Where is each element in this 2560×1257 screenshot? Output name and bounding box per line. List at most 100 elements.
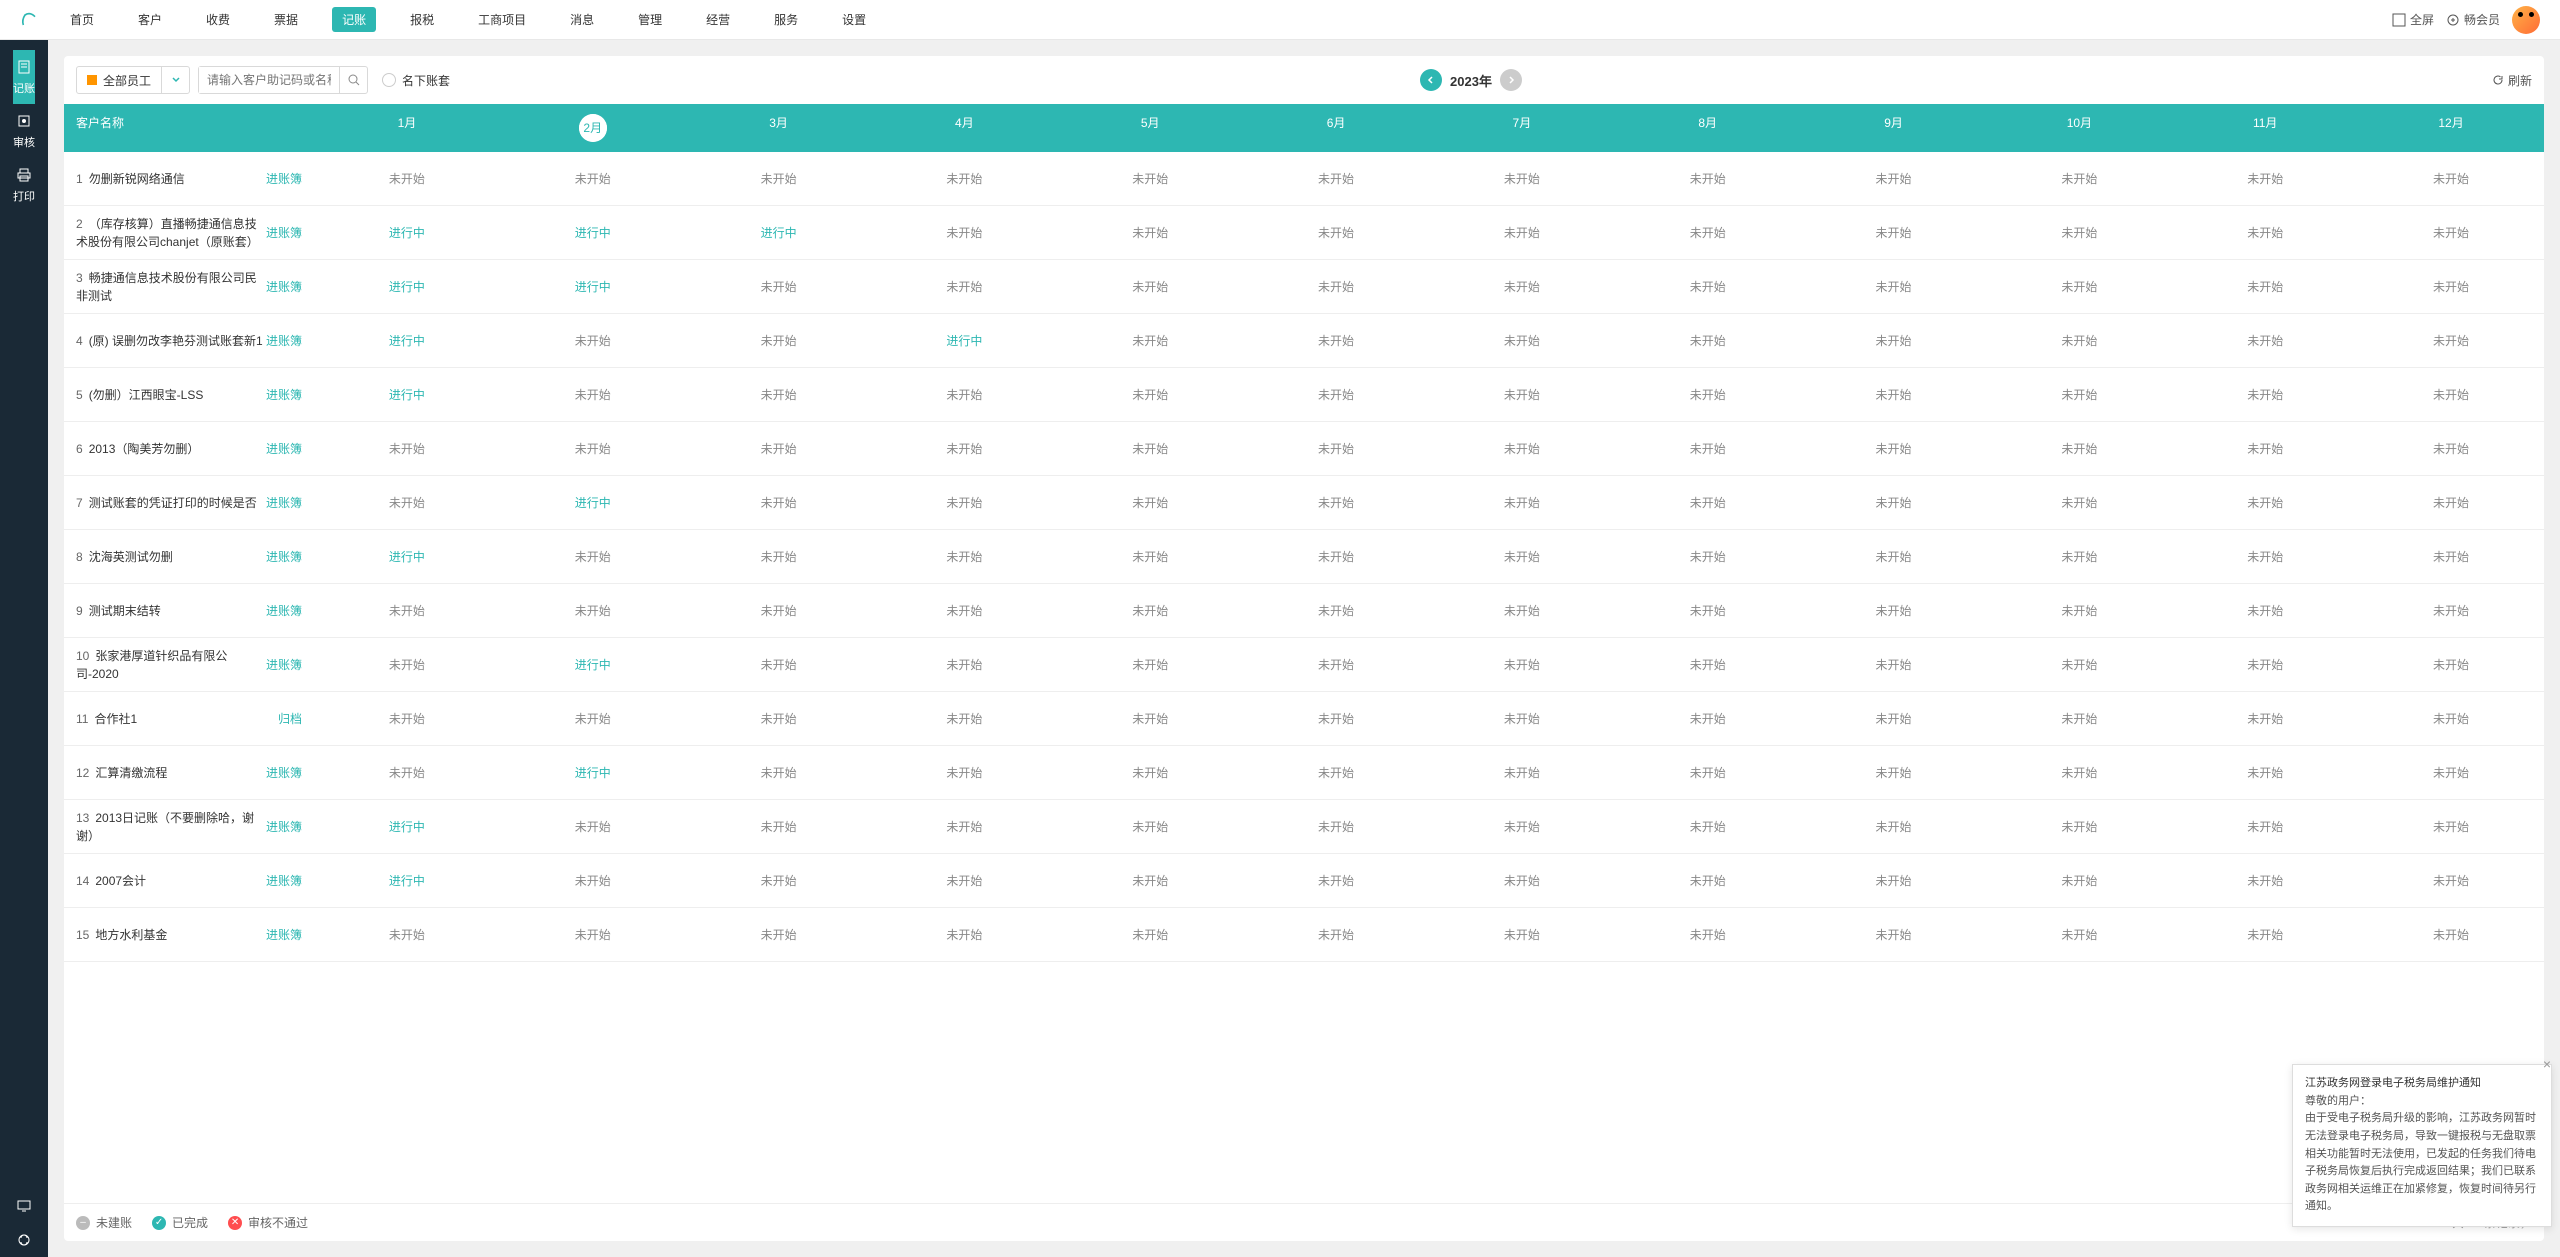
status-cell[interactable]: 未开始	[2358, 376, 2544, 413]
status-cell[interactable]: 未开始	[871, 592, 1057, 629]
status-cell[interactable]: 未开始	[871, 484, 1057, 521]
status-cell[interactable]: 未开始	[500, 808, 686, 845]
status-cell[interactable]: 未开始	[871, 808, 1057, 845]
ledger-link[interactable]: 进账簿	[266, 332, 302, 349]
status-cell[interactable]: 未开始	[1429, 754, 1615, 791]
status-cell[interactable]: 未开始	[1057, 700, 1243, 737]
status-cell[interactable]: 未开始	[2172, 430, 2358, 467]
status-cell[interactable]: 未开始	[686, 700, 872, 737]
status-cell[interactable]: 未开始	[1057, 916, 1243, 953]
status-cell[interactable]: 未开始	[1801, 700, 1987, 737]
status-cell[interactable]: 未开始	[1986, 484, 2172, 521]
status-cell[interactable]: 未开始	[686, 754, 872, 791]
status-cell[interactable]: 未开始	[1429, 484, 1615, 521]
status-cell[interactable]: 未开始	[1615, 376, 1801, 413]
status-cell[interactable]: 未开始	[1243, 376, 1429, 413]
status-cell[interactable]: 未开始	[2172, 376, 2358, 413]
status-cell[interactable]: 未开始	[2358, 430, 2544, 467]
status-cell[interactable]: 进行中	[500, 646, 686, 683]
status-cell[interactable]: 未开始	[1615, 268, 1801, 305]
col-header-month-1[interactable]: 1月	[314, 104, 500, 152]
ledger-link[interactable]: 进账簿	[266, 494, 302, 511]
search-input[interactable]	[199, 67, 339, 93]
status-cell[interactable]: 未开始	[1801, 862, 1987, 899]
status-cell[interactable]: 未开始	[1801, 268, 1987, 305]
status-cell[interactable]: 未开始	[2358, 322, 2544, 359]
side-support-icon[interactable]	[0, 1223, 48, 1257]
status-cell[interactable]: 未开始	[1429, 160, 1615, 197]
status-cell[interactable]: 未开始	[1986, 646, 2172, 683]
status-cell[interactable]: 进行中	[314, 268, 500, 305]
status-cell[interactable]: 未开始	[1801, 808, 1987, 845]
status-cell[interactable]: 未开始	[2358, 484, 2544, 521]
status-cell[interactable]: 未开始	[1057, 160, 1243, 197]
status-cell[interactable]: 未开始	[1057, 646, 1243, 683]
status-cell[interactable]: 未开始	[1801, 214, 1987, 251]
ledger-link[interactable]: 进账簿	[266, 602, 302, 619]
status-cell[interactable]: 未开始	[686, 592, 872, 629]
status-cell[interactable]: 未开始	[686, 808, 872, 845]
status-cell[interactable]: 未开始	[1615, 916, 1801, 953]
status-cell[interactable]: 未开始	[1986, 700, 2172, 737]
nav-item-4[interactable]: 记账	[332, 7, 376, 32]
status-cell[interactable]: 未开始	[2358, 268, 2544, 305]
status-cell[interactable]: 未开始	[871, 700, 1057, 737]
status-cell[interactable]: 未开始	[2172, 484, 2358, 521]
year-prev-button[interactable]	[1420, 69, 1442, 91]
status-cell[interactable]: 未开始	[2358, 808, 2544, 845]
status-cell[interactable]: 进行中	[314, 538, 500, 575]
status-cell[interactable]: 未开始	[500, 538, 686, 575]
status-cell[interactable]: 未开始	[1057, 862, 1243, 899]
col-header-month-2[interactable]: 2月	[500, 104, 686, 152]
status-cell[interactable]: 未开始	[1429, 700, 1615, 737]
status-cell[interactable]: 未开始	[314, 430, 500, 467]
status-cell[interactable]: 未开始	[1801, 160, 1987, 197]
side-item-review[interactable]: 审核	[13, 104, 35, 158]
status-cell[interactable]: 未开始	[1986, 376, 2172, 413]
status-cell[interactable]: 未开始	[1429, 592, 1615, 629]
status-cell[interactable]: 进行中	[314, 862, 500, 899]
status-cell[interactable]: 未开始	[1801, 592, 1987, 629]
status-cell[interactable]: 未开始	[2172, 808, 2358, 845]
nav-item-7[interactable]: 消息	[560, 7, 604, 32]
status-cell[interactable]: 未开始	[871, 646, 1057, 683]
status-cell[interactable]: 未开始	[871, 538, 1057, 575]
status-cell[interactable]: 未开始	[1243, 808, 1429, 845]
ledger-link[interactable]: 进账簿	[266, 170, 302, 187]
nav-item-3[interactable]: 票据	[264, 7, 308, 32]
status-cell[interactable]: 未开始	[1986, 268, 2172, 305]
avatar[interactable]	[2512, 6, 2540, 34]
refresh-button[interactable]: 刷新	[2492, 72, 2532, 89]
status-cell[interactable]: 未开始	[2172, 862, 2358, 899]
status-cell[interactable]: 未开始	[1057, 754, 1243, 791]
status-cell[interactable]: 未开始	[1429, 862, 1615, 899]
status-cell[interactable]: 未开始	[1986, 160, 2172, 197]
ledger-link[interactable]: 进账簿	[266, 278, 302, 295]
status-cell[interactable]: 未开始	[1801, 646, 1987, 683]
status-cell[interactable]: 未开始	[1243, 538, 1429, 575]
status-cell[interactable]: 未开始	[686, 376, 872, 413]
status-cell[interactable]: 未开始	[2172, 322, 2358, 359]
col-header-month-4[interactable]: 4月	[871, 104, 1057, 152]
ledger-link[interactable]: 进账簿	[266, 872, 302, 889]
status-cell[interactable]: 未开始	[1243, 862, 1429, 899]
ledger-link[interactable]: 进账簿	[266, 548, 302, 565]
status-cell[interactable]: 未开始	[1615, 322, 1801, 359]
status-cell[interactable]: 未开始	[1615, 700, 1801, 737]
status-cell[interactable]: 未开始	[1801, 484, 1987, 521]
status-cell[interactable]: 未开始	[2172, 214, 2358, 251]
status-cell[interactable]: 未开始	[1801, 916, 1987, 953]
status-cell[interactable]: 未开始	[1243, 592, 1429, 629]
status-cell[interactable]: 未开始	[1615, 808, 1801, 845]
chevron-down-icon[interactable]	[161, 67, 189, 93]
nav-item-1[interactable]: 客户	[128, 7, 172, 32]
status-cell[interactable]: 未开始	[314, 700, 500, 737]
status-cell[interactable]: 未开始	[1057, 484, 1243, 521]
status-cell[interactable]: 未开始	[871, 376, 1057, 413]
status-cell[interactable]: 未开始	[686, 916, 872, 953]
status-cell[interactable]: 未开始	[314, 754, 500, 791]
nav-item-8[interactable]: 管理	[628, 7, 672, 32]
col-header-month-3[interactable]: 3月	[686, 104, 872, 152]
status-cell[interactable]: 未开始	[2358, 538, 2544, 575]
status-cell[interactable]: 未开始	[2358, 214, 2544, 251]
